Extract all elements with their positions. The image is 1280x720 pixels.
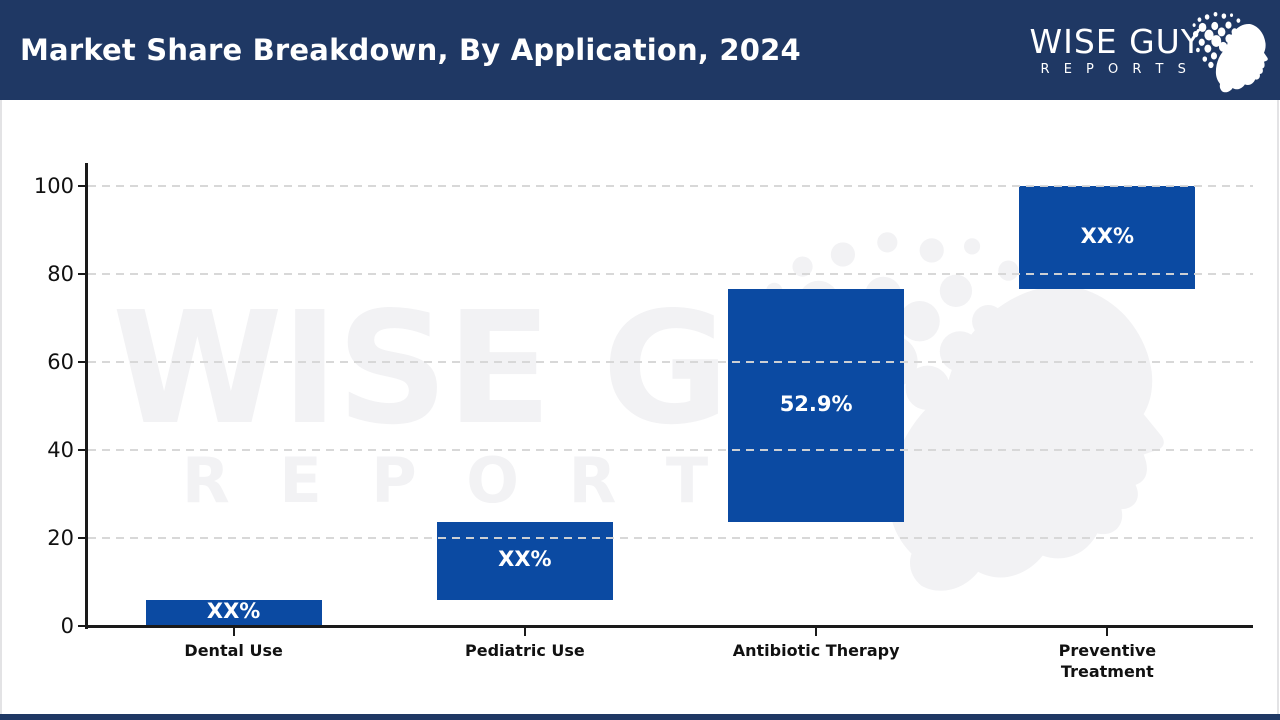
category-label-dental-use: Dental Use: [184, 641, 283, 660]
bar-value-label: XX%: [206, 599, 261, 624]
y-tick-mark: [78, 625, 86, 627]
y-tick-label: 60: [47, 350, 74, 374]
y-tick-mark: [78, 273, 86, 275]
page-title: Market Share Breakdown, By Application, …: [20, 33, 801, 67]
gridline-40: [88, 449, 1253, 451]
gridline-20: [88, 537, 1253, 539]
bar-dental-use: XX%: [145, 599, 322, 626]
y-axis-line: [85, 163, 88, 629]
brand-logo: WISE GUY R E P O R T S: [1029, 4, 1272, 96]
header: Market Share Breakdown, By Application, …: [0, 0, 1280, 100]
right-border: [1277, 100, 1279, 714]
brand-subname: R E P O R T S: [1040, 61, 1191, 77]
watermark-subtext: R E P O R T S: [182, 444, 817, 517]
x-tick-mark: [1106, 628, 1109, 636]
brand-name: WISE GUY: [1029, 21, 1202, 61]
category-label-antibiotic-therapy: Antibiotic Therapy: [732, 641, 900, 660]
category-label-preventive-treatment: Preventive Treatment: [1058, 641, 1157, 681]
y-tick-label: 100: [33, 174, 74, 198]
bar-value-label: 52.9%: [779, 391, 853, 416]
y-tick-label: 0: [60, 614, 74, 638]
y-tick-label: 20: [47, 526, 74, 550]
x-axis-line: [85, 625, 1253, 628]
y-tick-label: 40: [47, 438, 74, 462]
bar-pediatric-use: XX%: [436, 522, 613, 601]
bar-antibiotic-therapy: 52.9%: [728, 289, 905, 523]
dotted-head-profile-icon: [1192, 11, 1268, 93]
chart-plot: XX% XX% 52.9% XX% 0 20 40 60 80 100 Dental Use Ped…: [0, 100, 1280, 714]
gridline-80: [88, 273, 1253, 275]
footer-bar: [0, 714, 1280, 720]
x-tick-mark: [232, 628, 235, 636]
y-tick-label: 80: [47, 262, 74, 286]
gridline-60: [88, 361, 1253, 363]
brand-text: WISE GUY R E P O R T S: [1029, 21, 1202, 77]
bar-preventive-treatment: XX%: [1019, 186, 1196, 290]
x-tick-mark: [815, 628, 818, 636]
gridline-100: [88, 185, 1253, 187]
bar-value-label: XX%: [498, 547, 552, 572]
y-tick-mark: [78, 449, 86, 451]
x-tick-mark: [523, 628, 526, 636]
y-tick-mark: [78, 537, 86, 539]
category-label-pediatric-use: Pediatric Use: [464, 641, 585, 660]
bar-value-label: XX%: [1080, 223, 1135, 248]
y-tick-mark: [78, 361, 86, 363]
left-border: [0, 100, 2, 714]
y-tick-mark: [78, 185, 86, 187]
